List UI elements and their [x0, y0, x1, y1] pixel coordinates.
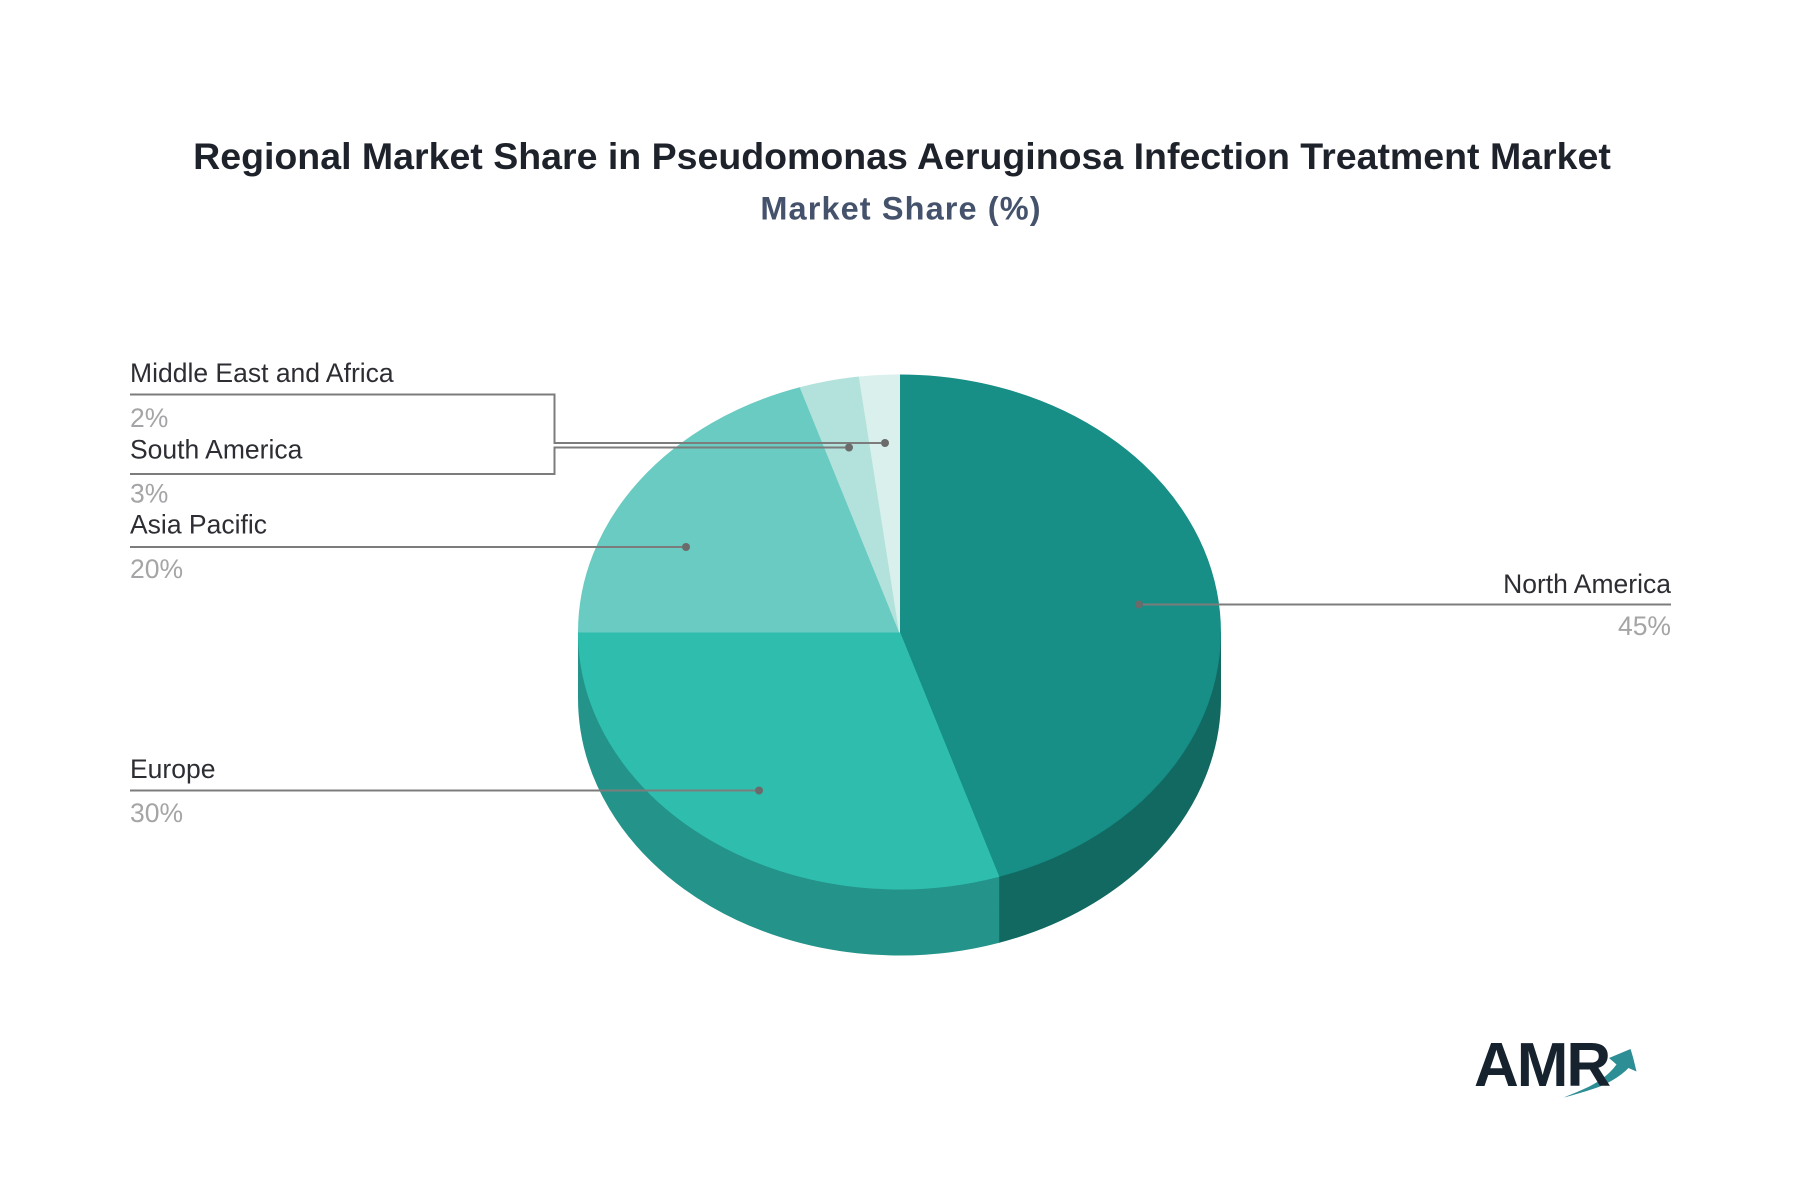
svg-text:20%: 20% — [130, 554, 183, 584]
svg-text:3%: 3% — [130, 479, 168, 509]
svg-text:2%: 2% — [130, 403, 168, 433]
svg-text:AMR: AMR — [1474, 1031, 1610, 1100]
svg-text:Regional Market Share in Pseud: Regional Market Share in Pseudomonas Aer… — [193, 135, 1611, 177]
svg-text:Market Share (%): Market Share (%) — [760, 191, 1041, 227]
svg-text:Middle East and Africa: Middle East and Africa — [130, 358, 394, 388]
svg-text:30%: 30% — [130, 798, 183, 828]
svg-text:45%: 45% — [1618, 611, 1671, 641]
svg-text:North America: North America — [1503, 569, 1671, 599]
svg-text:Europe: Europe — [130, 754, 215, 784]
svg-text:Asia Pacific: Asia Pacific — [130, 510, 267, 540]
svg-text:South America: South America — [130, 435, 303, 465]
